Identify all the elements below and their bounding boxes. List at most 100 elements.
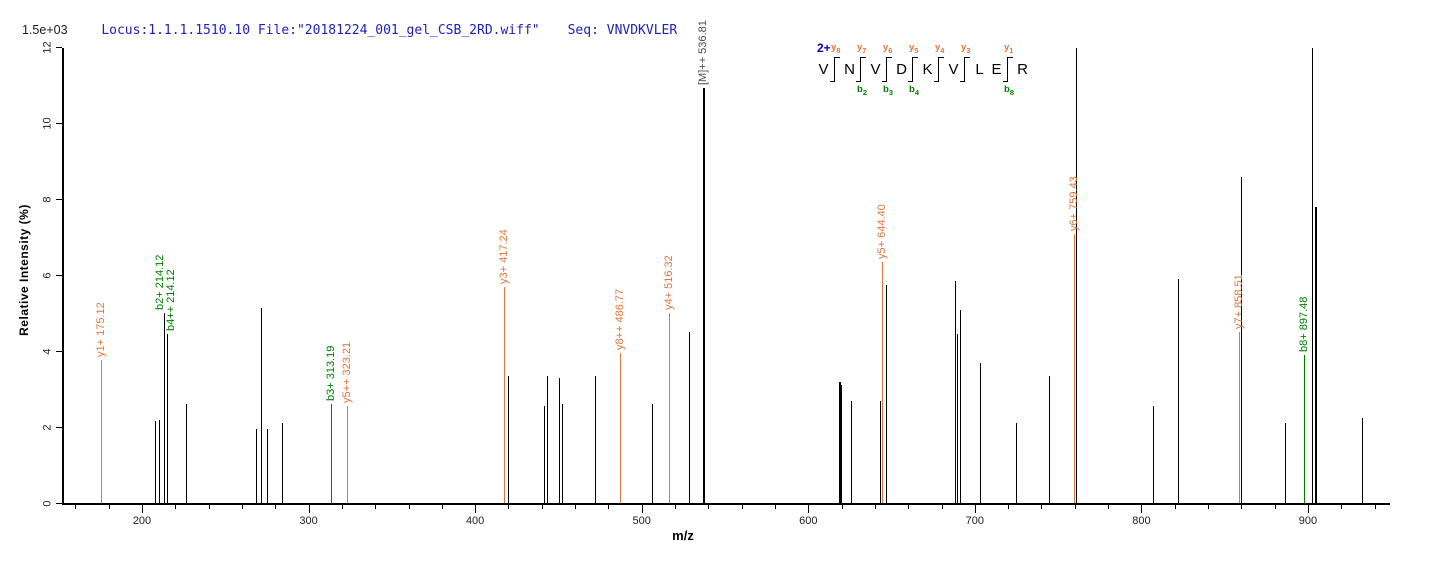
cleavage-mark: y1 b8	[1003, 42, 1014, 97]
peak	[256, 429, 258, 503]
peak	[167, 333, 169, 503]
peak	[507, 375, 509, 503]
b-ion-label: b8	[1004, 84, 1014, 97]
y-tick-label: 2	[41, 424, 54, 431]
y-tick	[56, 274, 62, 276]
x-minor-tick	[341, 503, 343, 509]
peak	[281, 423, 283, 503]
peptide-residue: D	[896, 60, 907, 78]
x-minor-tick	[1241, 503, 1243, 509]
peak	[544, 406, 546, 503]
peak	[954, 281, 956, 503]
x-tick	[808, 503, 810, 513]
x-tick	[142, 503, 143, 513]
peak	[1075, 47, 1077, 503]
peak	[1048, 375, 1050, 503]
x-minor-tick	[508, 503, 510, 509]
x-minor-tick	[241, 503, 243, 509]
peak	[841, 385, 843, 503]
x-minor-tick	[1274, 503, 1276, 509]
peak	[703, 87, 706, 503]
y-axis-line	[62, 48, 64, 503]
peak	[882, 262, 884, 503]
peak	[1178, 279, 1180, 503]
peptide-residue: K	[922, 60, 933, 78]
x-minor-tick	[708, 503, 710, 509]
b-ion-label: b4	[909, 84, 919, 97]
b-ion-label: b3	[883, 84, 893, 97]
x-tick-label: 500	[632, 515, 651, 527]
x-tick	[641, 503, 643, 513]
peak	[885, 284, 887, 503]
peak-label: y5+ 644.40	[876, 204, 889, 260]
x-axis-title: m/z	[672, 528, 694, 543]
x-minor-tick	[941, 503, 943, 509]
x-minor-tick	[275, 503, 277, 509]
cleavage-line-icon	[908, 57, 918, 82]
cleavage-line-icon	[1003, 57, 1013, 82]
peptide-residue: V	[818, 60, 829, 78]
x-minor-tick	[175, 503, 177, 509]
peak-label: y5++ 323.21	[341, 342, 354, 404]
x-tick-label: 200	[132, 515, 152, 527]
x-axis-line	[62, 503, 1390, 505]
y-ion-label: y6	[883, 42, 893, 55]
header-seq-value: VNVDKVLER	[606, 23, 678, 38]
x-minor-tick	[741, 503, 743, 509]
peak	[850, 400, 852, 503]
peak	[959, 309, 961, 503]
header-locus-file: Locus:1.1.1.1510.10 File:"20181224_001_g…	[101, 23, 540, 38]
x-minor-tick	[1174, 503, 1176, 509]
x-minor-tick	[675, 503, 677, 509]
peak	[1362, 417, 1364, 503]
peak	[689, 332, 691, 503]
peak-label: y6+ 759.43	[1067, 176, 1080, 231]
x-minor-tick	[575, 503, 577, 509]
x-tick-label: 700	[965, 515, 985, 527]
cleavage-mark: y8	[830, 42, 841, 82]
peak-label: y1+ 175.12	[94, 302, 107, 358]
peak-label: b4++ 214.12	[165, 268, 178, 331]
peak	[879, 400, 881, 503]
y-tick-label: 12	[41, 41, 54, 55]
peak	[347, 406, 349, 503]
cleavage-line-icon	[960, 57, 970, 82]
peak	[979, 362, 981, 503]
peak	[1312, 47, 1314, 503]
peak	[1238, 332, 1240, 503]
x-tick-label: 900	[1298, 515, 1318, 527]
y-ion-label: y8	[831, 42, 841, 55]
intensity-scale-note: 1.5e+03	[22, 23, 68, 37]
cleavage-line-icon	[856, 57, 866, 82]
y-ion-label: y1	[1004, 42, 1014, 55]
x-minor-tick	[108, 503, 110, 509]
peak-label: y4+ 516.32	[662, 255, 675, 311]
x-minor-tick	[1008, 503, 1010, 509]
y-tick-label: 10	[41, 117, 54, 130]
x-minor-tick	[1374, 503, 1376, 509]
peak	[561, 404, 563, 503]
x-minor-tick	[408, 503, 410, 509]
x-minor-tick	[608, 503, 610, 509]
x-minor-tick	[1108, 503, 1110, 509]
y-ion-label: y4	[935, 42, 945, 55]
peak	[155, 421, 157, 503]
peptide-residue: E	[991, 60, 1002, 78]
peptide-charge: 2+	[817, 41, 831, 55]
peak	[957, 334, 959, 503]
peak	[651, 404, 653, 503]
header-seq-label: Seq:	[567, 23, 599, 38]
x-minor-tick	[75, 503, 77, 509]
peak	[1303, 355, 1305, 503]
peak	[1073, 233, 1075, 503]
cleavage-mark: y7 b2	[856, 42, 867, 97]
cleavage-line-icon	[830, 57, 840, 82]
peptide-residue: V	[870, 60, 881, 78]
y-tick-label: 6	[41, 272, 54, 279]
x-minor-tick	[541, 503, 543, 509]
y-tick	[56, 502, 62, 504]
x-minor-tick	[1208, 503, 1210, 509]
peak-label: [M]++ 536.81	[697, 19, 710, 85]
y-tick	[56, 426, 62, 428]
